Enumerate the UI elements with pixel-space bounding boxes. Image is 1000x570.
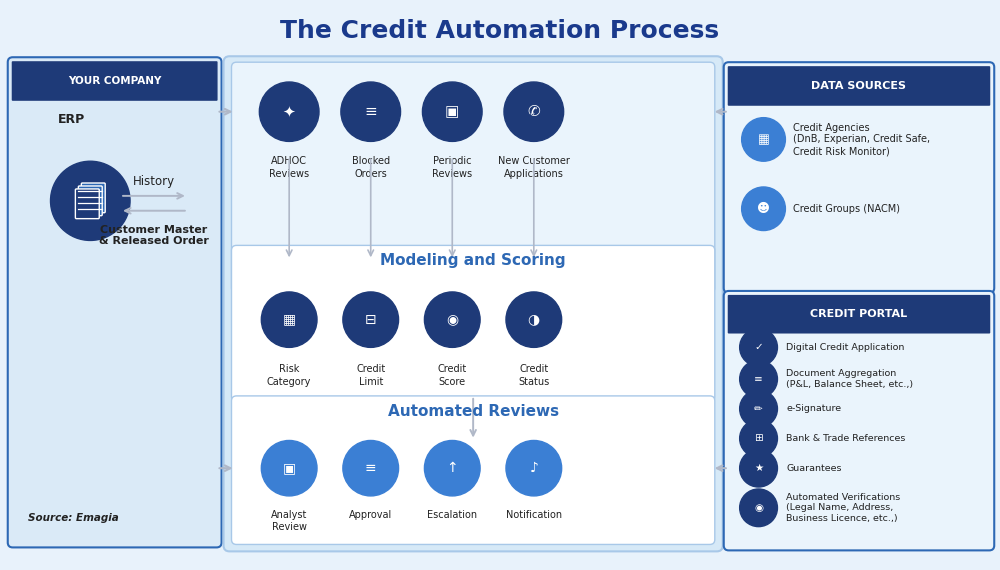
Circle shape	[506, 292, 562, 347]
FancyBboxPatch shape	[81, 183, 105, 213]
Text: Escalation: Escalation	[427, 510, 477, 520]
Text: History: History	[133, 174, 175, 188]
Text: ✆: ✆	[527, 104, 540, 119]
Text: Credit Groups (NACM): Credit Groups (NACM)	[793, 203, 900, 214]
Text: ▦: ▦	[283, 313, 296, 327]
Text: Modeling and Scoring: Modeling and Scoring	[380, 253, 566, 268]
Circle shape	[742, 187, 785, 230]
Text: DATA SOURCES: DATA SOURCES	[811, 81, 906, 91]
Text: ▣: ▣	[283, 461, 296, 475]
FancyBboxPatch shape	[232, 62, 715, 293]
Text: ◉: ◉	[446, 313, 458, 327]
Text: ⊟: ⊟	[365, 313, 377, 327]
Circle shape	[343, 292, 399, 347]
Text: ✓: ✓	[754, 343, 763, 352]
Circle shape	[51, 161, 130, 241]
Circle shape	[742, 117, 785, 161]
FancyBboxPatch shape	[75, 189, 99, 219]
Text: Credit Agencies
(DnB, Experian, Credit Safe,
Credit Risk Monitor): Credit Agencies (DnB, Experian, Credit S…	[793, 123, 930, 156]
Circle shape	[424, 292, 480, 347]
Text: YOUR COMPANY: YOUR COMPANY	[68, 76, 161, 86]
Circle shape	[261, 292, 317, 347]
Text: ⊞: ⊞	[754, 434, 763, 443]
Text: Approval: Approval	[349, 510, 392, 520]
FancyBboxPatch shape	[12, 61, 218, 101]
Text: ✦: ✦	[283, 104, 296, 119]
Circle shape	[424, 441, 480, 496]
Text: ☻: ☻	[757, 202, 770, 215]
Text: Notification: Notification	[506, 510, 562, 520]
Text: Periodic
Reviews: Periodic Reviews	[432, 156, 472, 178]
Text: Customer Master
& Released Order: Customer Master & Released Order	[99, 225, 209, 246]
Text: e-Signature: e-Signature	[786, 404, 842, 413]
Circle shape	[740, 420, 777, 457]
Text: ▣: ▣	[445, 104, 459, 119]
Circle shape	[261, 441, 317, 496]
Text: Credit
Score: Credit Score	[438, 364, 467, 386]
Text: Credit
Status: Credit Status	[518, 364, 549, 386]
FancyBboxPatch shape	[232, 246, 715, 402]
Text: ≡: ≡	[365, 461, 377, 475]
Circle shape	[740, 390, 777, 428]
Text: Automated Verifications
(Legal Name, Address,
Business Licence, etc.,): Automated Verifications (Legal Name, Add…	[786, 493, 901, 523]
Text: ↑: ↑	[446, 461, 458, 475]
Text: Digital Credit Application: Digital Credit Application	[786, 343, 905, 352]
Text: Analyst
Review: Analyst Review	[271, 510, 307, 532]
Text: ≡: ≡	[754, 374, 763, 384]
Circle shape	[740, 360, 777, 398]
FancyBboxPatch shape	[728, 66, 990, 106]
Text: Risk
Category: Risk Category	[267, 364, 311, 386]
FancyBboxPatch shape	[224, 56, 723, 551]
Text: Source: Emagia: Source: Emagia	[28, 512, 118, 523]
Circle shape	[740, 328, 777, 366]
Circle shape	[341, 82, 401, 141]
Text: Document Aggregation
(P&L, Balance Sheet, etc.,): Document Aggregation (P&L, Balance Sheet…	[786, 369, 914, 389]
Text: The Credit Automation Process: The Credit Automation Process	[280, 18, 720, 43]
Circle shape	[740, 449, 777, 487]
Text: ✏: ✏	[754, 404, 763, 414]
FancyBboxPatch shape	[728, 295, 990, 333]
Text: CREDIT PORTAL: CREDIT PORTAL	[810, 309, 908, 319]
Text: ★: ★	[754, 463, 763, 473]
FancyBboxPatch shape	[232, 396, 715, 544]
Circle shape	[506, 441, 562, 496]
Text: ◑: ◑	[528, 313, 540, 327]
FancyBboxPatch shape	[724, 291, 994, 551]
Text: Bank & Trade References: Bank & Trade References	[786, 434, 906, 443]
FancyBboxPatch shape	[8, 57, 222, 547]
Text: Credit
Limit: Credit Limit	[356, 364, 385, 386]
Circle shape	[422, 82, 482, 141]
FancyBboxPatch shape	[78, 186, 102, 215]
Text: New Customer
Applications: New Customer Applications	[498, 156, 570, 178]
Text: Blocked
Orders: Blocked Orders	[352, 156, 390, 178]
Text: ≡: ≡	[364, 104, 377, 119]
Circle shape	[343, 441, 399, 496]
Text: ♪: ♪	[529, 461, 538, 475]
Circle shape	[504, 82, 564, 141]
FancyBboxPatch shape	[724, 62, 994, 293]
Text: ▦: ▦	[758, 133, 769, 146]
Text: ◉: ◉	[754, 503, 763, 513]
Circle shape	[259, 82, 319, 141]
Text: ERP: ERP	[57, 113, 85, 126]
Text: Guarantees: Guarantees	[786, 464, 842, 473]
Circle shape	[740, 489, 777, 527]
Text: Automated Reviews: Automated Reviews	[388, 404, 559, 420]
Text: ADHOC
Reviews: ADHOC Reviews	[269, 156, 309, 178]
